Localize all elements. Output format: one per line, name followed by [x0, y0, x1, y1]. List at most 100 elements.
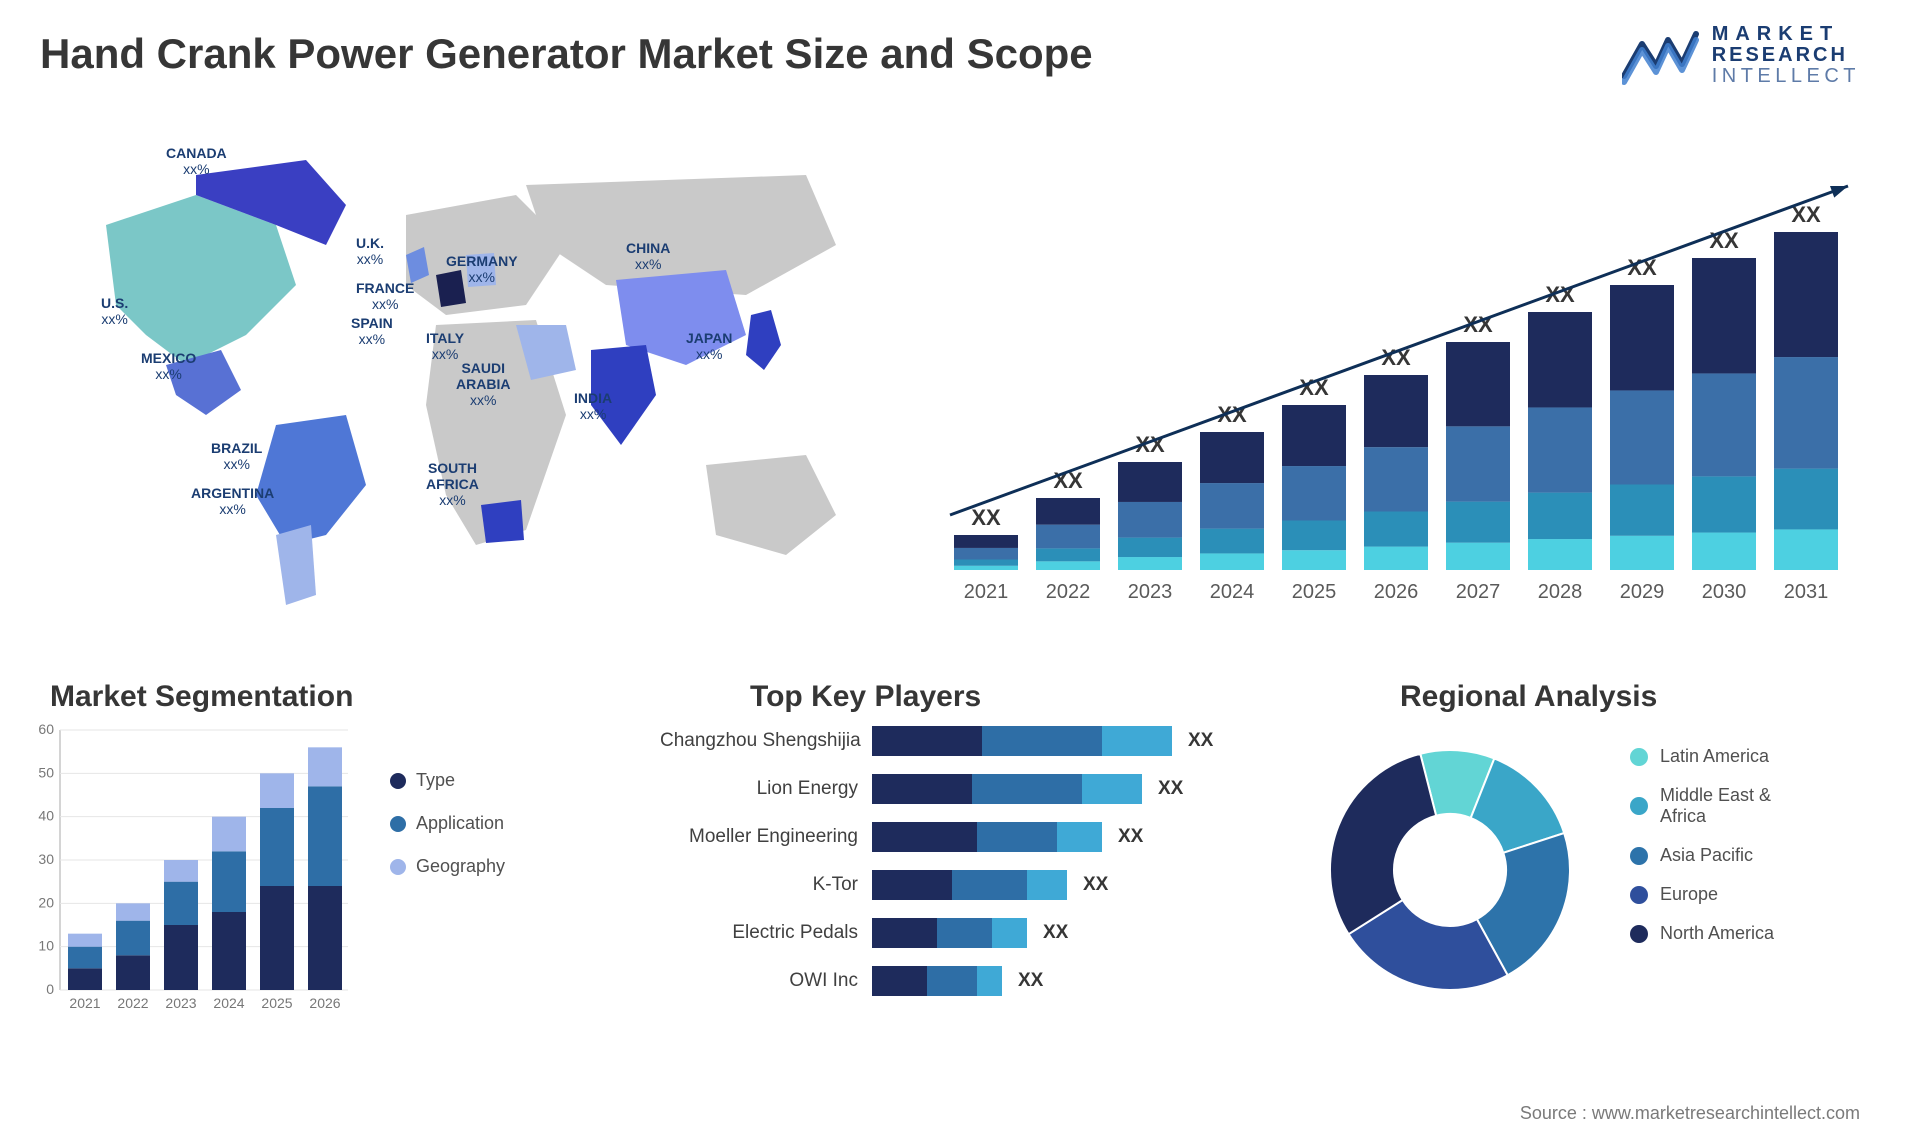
legend-swatch — [1630, 886, 1648, 904]
growth-bar-seg — [1118, 502, 1182, 538]
growth-bar-seg — [1200, 529, 1264, 554]
legend-swatch — [390, 859, 406, 875]
growth-arrow-head — [1830, 186, 1848, 198]
growth-bar-seg — [1200, 553, 1264, 570]
player-bar-seg — [977, 822, 1057, 852]
source-text: Source : www.marketresearchintellect.com — [1520, 1103, 1860, 1124]
growth-xtick: 2029 — [1620, 581, 1665, 603]
segmentation-chart-svg: 0102030405060202120222023202420252026 — [30, 720, 380, 1030]
growth-bar-seg — [954, 560, 1018, 566]
growth-bar-seg — [1692, 373, 1756, 476]
regional-legend-item: Asia Pacific — [1630, 845, 1774, 866]
player-name: Lion Energy — [660, 778, 872, 800]
map-region-jp — [746, 310, 781, 370]
logo-mark-icon — [1622, 26, 1700, 86]
map-region-saf — [481, 500, 524, 543]
map-label-south-africa: SOUTHAFRICAxx% — [426, 460, 479, 508]
seg-legend-item: Application — [390, 813, 505, 834]
seg-bar-seg — [68, 934, 102, 947]
growth-xtick: 2022 — [1046, 581, 1091, 603]
growth-bar-label: XX — [971, 505, 1001, 530]
player-bar — [872, 774, 1142, 804]
growth-bar-seg — [1200, 483, 1264, 529]
player-bar-seg — [1027, 870, 1067, 900]
seg-bar-seg — [164, 882, 198, 925]
growth-xtick: 2024 — [1210, 581, 1255, 603]
growth-bar-seg — [954, 548, 1018, 560]
legend-swatch — [1630, 847, 1648, 865]
player-bar-seg — [992, 918, 1027, 948]
legend-label: Europe — [1660, 884, 1718, 905]
growth-bar-seg — [1774, 357, 1838, 469]
player-bar-seg — [1082, 774, 1142, 804]
seg-ytick: 20 — [38, 894, 54, 910]
growth-bar-seg — [1282, 521, 1346, 551]
growth-xtick: 2023 — [1128, 581, 1173, 603]
legend-swatch — [390, 816, 406, 832]
map-region-oc — [706, 455, 836, 555]
growth-bar-seg — [1364, 447, 1428, 511]
player-row: Electric PedalsXX — [660, 912, 1260, 954]
growth-bar-seg — [1528, 539, 1592, 570]
logo-text-1: MARKET — [1712, 24, 1860, 45]
player-bar-seg — [927, 966, 977, 996]
growth-bar-seg — [1528, 407, 1592, 492]
map-label-brazil: BRAZILxx% — [211, 440, 262, 472]
player-value: XX — [1043, 922, 1068, 944]
growth-bar-seg — [1118, 557, 1182, 570]
map-label-mexico: MEXICOxx% — [141, 350, 196, 382]
growth-bar-seg — [1610, 485, 1674, 536]
player-bar — [872, 870, 1067, 900]
legend-label: Type — [416, 770, 455, 791]
player-bar — [872, 822, 1102, 852]
seg-bar-seg — [260, 773, 294, 808]
segmentation-chart: 0102030405060202120222023202420252026 Ty… — [30, 720, 570, 1070]
seg-xtick: 2023 — [165, 995, 196, 1011]
seg-xtick: 2024 — [213, 995, 244, 1011]
player-row: Moeller Engineering XX — [660, 816, 1260, 858]
growth-bar-seg — [1200, 432, 1264, 483]
seg-bar-seg — [212, 851, 246, 912]
growth-xtick: 2031 — [1784, 581, 1829, 603]
player-bar-seg — [872, 966, 927, 996]
player-name: Moeller Engineering — [660, 826, 872, 848]
legend-swatch — [1630, 748, 1648, 766]
player-value: XX — [1158, 778, 1183, 800]
growth-bar-seg — [1446, 543, 1510, 570]
map-label-italy: ITALYxx% — [426, 330, 464, 362]
seg-xtick: 2026 — [309, 995, 340, 1011]
growth-bar-seg — [954, 566, 1018, 570]
player-bar — [872, 966, 1002, 996]
player-bar-seg — [872, 726, 982, 756]
growth-bar-seg — [1282, 405, 1346, 466]
growth-bar-seg — [1610, 536, 1674, 570]
legend-label: Latin America — [1660, 746, 1769, 767]
players-chart: Changzhou ShengshijiaXXLion EnergyXXMoel… — [660, 720, 1260, 1070]
growth-xtick: 2025 — [1292, 581, 1337, 603]
legend-swatch — [1630, 925, 1648, 943]
seg-legend-item: Type — [390, 770, 505, 791]
map-label-india: INDIAxx% — [574, 390, 612, 422]
player-row: K-TorXX — [660, 864, 1260, 906]
growth-bar-seg — [1446, 502, 1510, 543]
regional-title: Regional Analysis — [1400, 680, 1657, 714]
growth-bar-seg — [1528, 312, 1592, 407]
growth-bar-seg — [1036, 525, 1100, 549]
player-bar-seg — [952, 870, 1027, 900]
growth-bar-seg — [1364, 547, 1428, 570]
regional-legend-item: North America — [1630, 923, 1774, 944]
growth-bar-seg — [1774, 232, 1838, 357]
growth-bar-seg — [1282, 466, 1346, 520]
player-value: XX — [1118, 826, 1143, 848]
legend-label: Application — [416, 813, 504, 834]
world-map: CANADAxx%U.S.xx%MEXICOxx%BRAZILxx%ARGENT… — [46, 135, 886, 635]
seg-bar-seg — [308, 886, 342, 990]
regional-chart: Latin AmericaMiddle East &AfricaAsia Pac… — [1300, 720, 1860, 1070]
growth-xtick: 2021 — [964, 581, 1009, 603]
player-bar-seg — [872, 870, 952, 900]
player-bar-seg — [972, 774, 1082, 804]
map-label-canada: CANADAxx% — [166, 145, 227, 177]
growth-bar-seg — [954, 535, 1018, 548]
growth-xtick: 2026 — [1374, 581, 1419, 603]
map-label-japan: JAPANxx% — [686, 330, 732, 362]
